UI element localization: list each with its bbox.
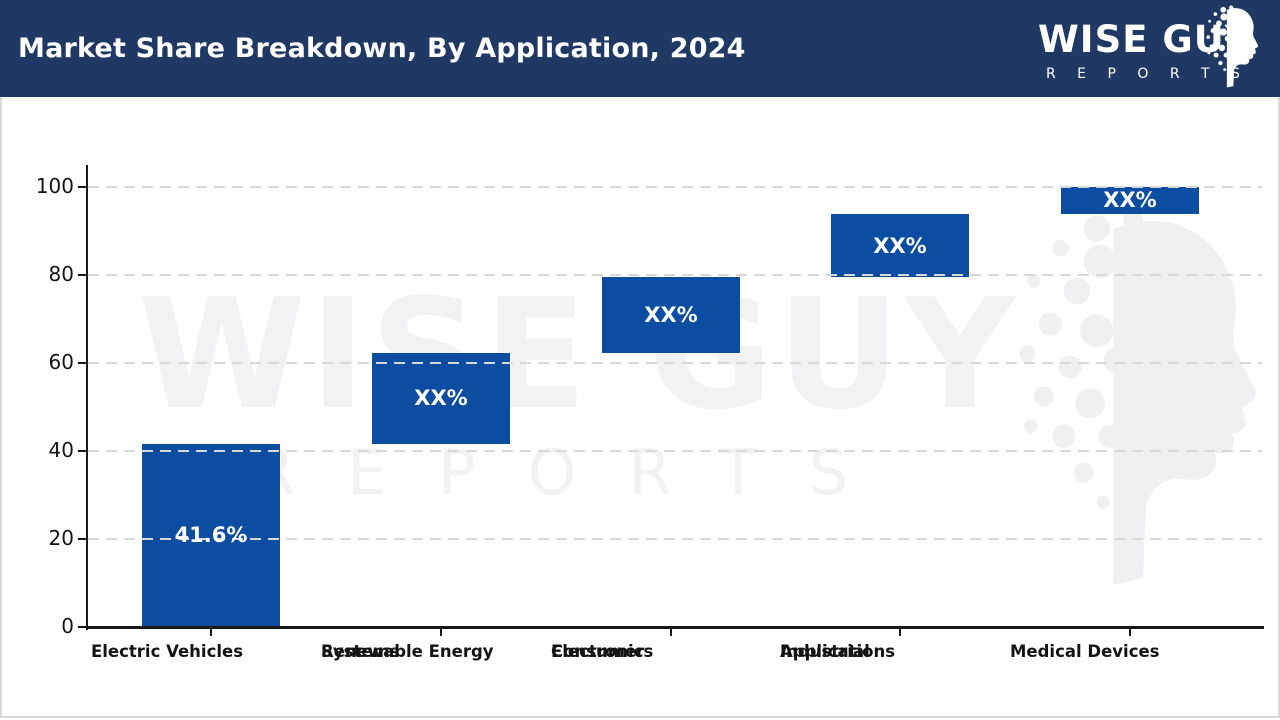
y-tick-100 — [78, 186, 86, 188]
y-tick-0 — [78, 626, 86, 628]
bar-label-3: XX% — [873, 233, 927, 258]
gridline-100 — [88, 186, 1262, 188]
y-tick-label-40: 40 — [48, 438, 74, 462]
y-tick-label-0: 0 — [61, 614, 74, 638]
y-tick-60 — [78, 362, 86, 364]
bar-label-0: 41.6% — [174, 523, 248, 548]
x-axis-line — [86, 626, 1264, 629]
x-tick-3 — [899, 629, 901, 636]
bar-label-4: XX% — [1103, 188, 1157, 213]
x-tick-2 — [670, 629, 672, 636]
header: Market Share Breakdown, By Application, … — [0, 0, 1280, 97]
x-tick-4 — [1129, 629, 1131, 636]
x-tick-1 — [440, 629, 442, 636]
bar-medical-devices — [1061, 187, 1199, 214]
page-title: Market Share Breakdown, By Application, … — [18, 33, 746, 64]
y-tick-40 — [78, 450, 86, 452]
gridline-40 — [88, 450, 1262, 452]
x-tick-label-line: Applications — [780, 642, 896, 661]
watermark-text-line1: WISE GUY — [138, 266, 1019, 443]
bar-label-1: XX% — [414, 386, 468, 411]
bar-label-2: XX% — [644, 303, 698, 328]
gridline-80 — [88, 274, 1262, 276]
x-tick-label-line: Industrial — [780, 642, 870, 661]
x-tick-label-line: Electronics — [551, 642, 654, 661]
y-tick-label-60: 60 — [48, 350, 74, 374]
x-tick-label-line: Systems — [321, 642, 400, 661]
x-tick-label-line: Consumer — [551, 642, 645, 661]
bar-electric-vehicles — [142, 443, 280, 627]
y-axis-line — [86, 165, 88, 630]
x-tick-label-line: Electric Vehicles — [91, 642, 244, 661]
y-tick-label-100: 100 — [35, 174, 74, 198]
x-tick-0 — [210, 629, 212, 636]
watermark-face-icon — [1019, 208, 1256, 585]
logo-sub-wordmark: R E P O R T S — [1046, 66, 1248, 82]
x-tick-label-line: Medical Devices — [1010, 642, 1160, 661]
x-tick-label-line: Renewable Energy — [321, 642, 494, 661]
y-tick-label-80: 80 — [48, 262, 74, 286]
watermark-text-line2: REPORTS — [252, 436, 901, 509]
y-tick-20 — [78, 538, 86, 540]
y-tick-80 — [78, 274, 86, 276]
bar-consumer-electronics — [602, 277, 740, 353]
bar-industrial-applications — [831, 213, 969, 278]
wise-guy-logo: WISE GUY R E P O R T S — [1038, 5, 1258, 88]
wise-guy-face-icon — [1206, 5, 1258, 88]
y-tick-label-20: 20 — [48, 526, 74, 550]
bar-renewable-energy-systems — [372, 352, 510, 444]
gridline-20 — [88, 538, 1262, 540]
gridline-60 — [88, 362, 1262, 364]
